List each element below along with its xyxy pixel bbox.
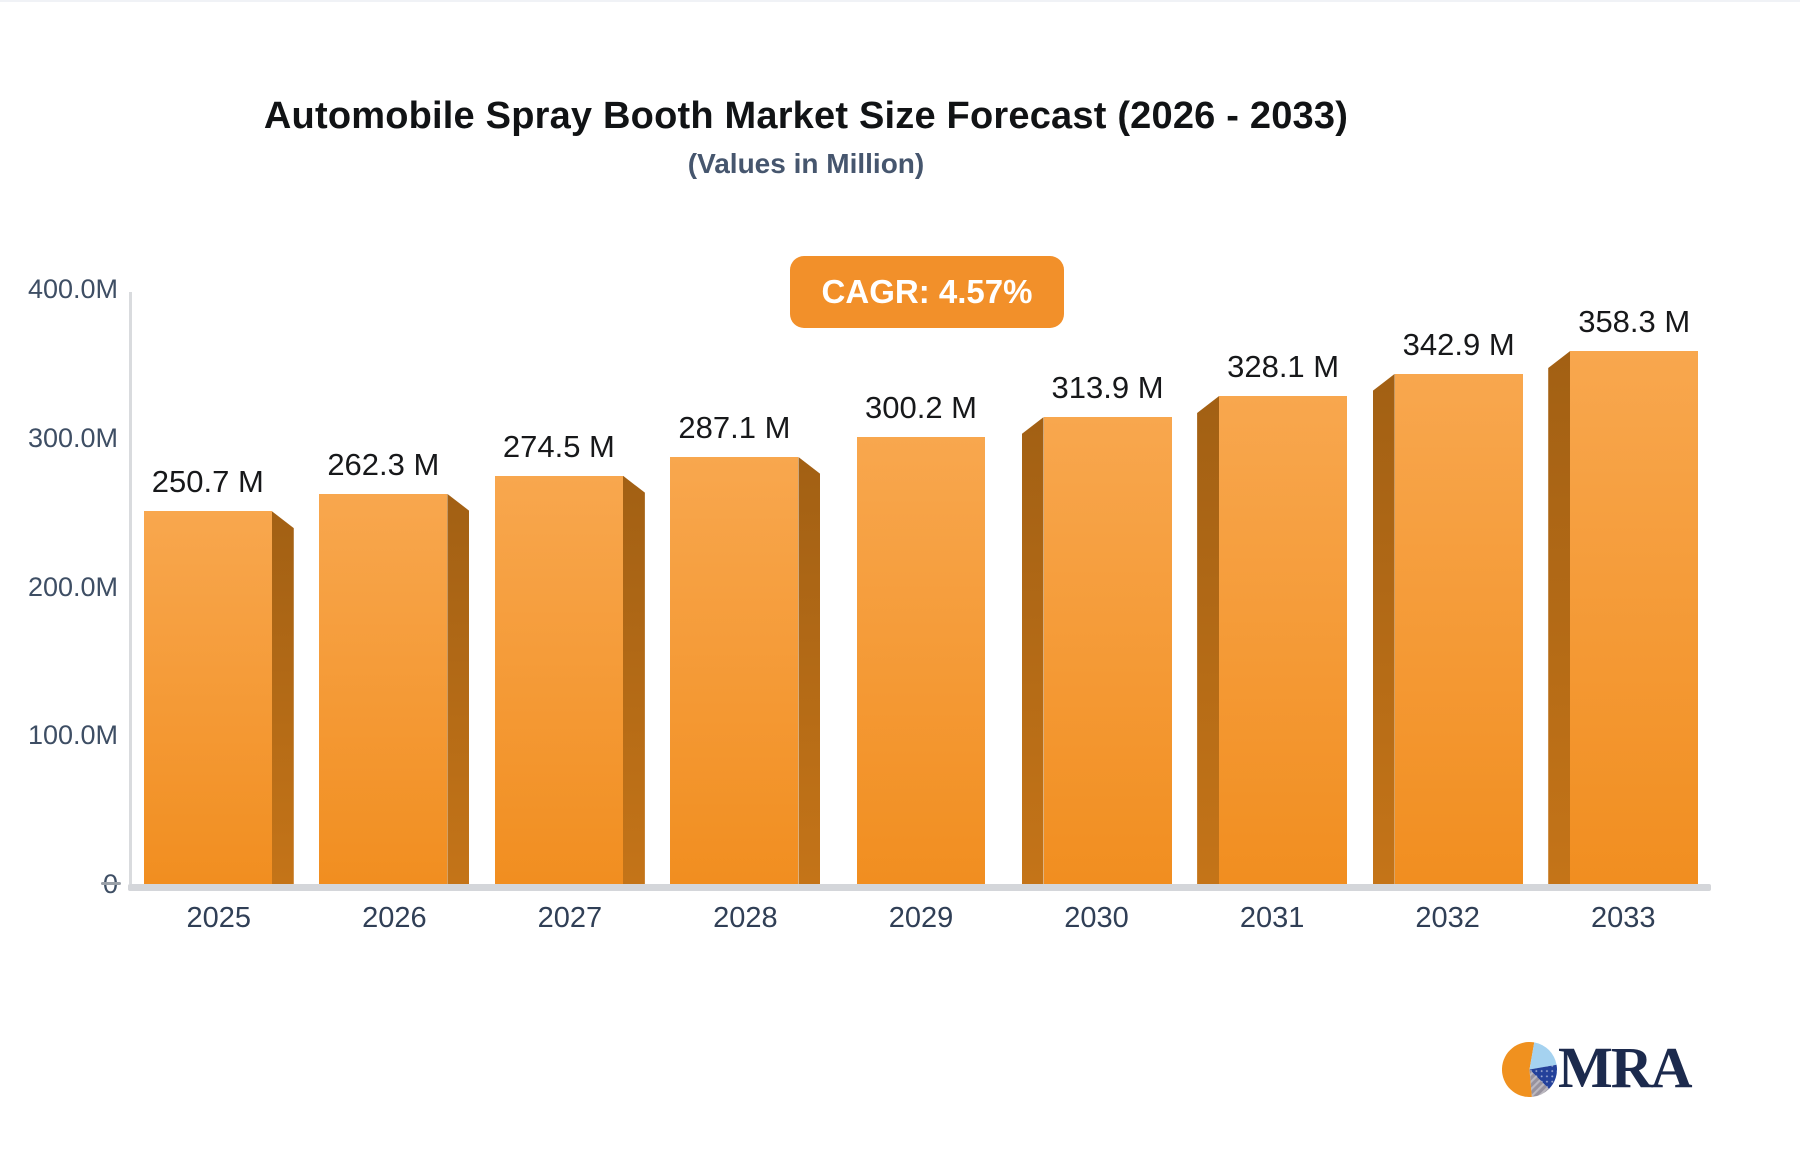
bar-2025[interactable] xyxy=(143,511,272,884)
bar-2031-side-face xyxy=(1197,395,1220,884)
bar-2026-side-face xyxy=(447,493,470,884)
bar-value-label-2030: 313.9 M xyxy=(1051,370,1164,406)
zero-tick-mark xyxy=(101,882,121,885)
logo-pie-slice-navy-dots xyxy=(1529,1064,1557,1089)
x-axis-label-2027: 2027 xyxy=(537,902,603,934)
bar-value-label-2031: 328.1 M xyxy=(1227,348,1340,384)
bar-value-label-2028: 287.1 M xyxy=(678,409,791,445)
bar-2026[interactable] xyxy=(319,493,448,884)
bar-2027[interactable] xyxy=(494,475,623,884)
bar-value-label-2033: 358.3 M xyxy=(1578,304,1691,340)
x-axis-label-2030: 2030 xyxy=(1064,902,1129,934)
x-axis-label-2033: 2033 xyxy=(1590,902,1656,934)
bar-2033-side-face xyxy=(1548,351,1571,884)
bar-2030-side-face xyxy=(1021,417,1044,884)
logo-pie-slice-orange xyxy=(1502,1042,1535,1097)
bar-2032[interactable] xyxy=(1394,373,1523,884)
bar-2028-side-face xyxy=(798,456,821,884)
logo-text: MRA xyxy=(1558,1035,1693,1100)
cagr-badge: CAGR: 4.57% xyxy=(790,256,1064,328)
bar-2029[interactable] xyxy=(857,437,985,884)
y-axis-tick-label: 400.0M xyxy=(27,274,118,304)
bar-2027-side-face xyxy=(622,475,645,884)
bar-2030[interactable] xyxy=(1043,417,1172,884)
bar-2032-side-face xyxy=(1372,373,1395,884)
chart-title: Automobile Spray Booth Market Size Forec… xyxy=(263,95,1349,137)
x-axis-baseline xyxy=(128,884,1711,891)
x-axis-label-2026: 2026 xyxy=(362,902,427,934)
bar-value-label-2027: 274.5 M xyxy=(502,428,615,464)
x-axis-label-2032: 2032 xyxy=(1415,902,1480,934)
pie-chart-logo-icon xyxy=(1502,1042,1557,1097)
logo-pie-slice-lightblue xyxy=(1529,1042,1557,1070)
x-axis-label-2025: 2025 xyxy=(186,902,252,934)
x-axis-label-2028: 2028 xyxy=(713,902,778,934)
y-axis-tick-label: 200.0M xyxy=(27,571,118,602)
bar-2031[interactable] xyxy=(1219,395,1348,884)
top-border-line xyxy=(0,0,1800,2)
bar-value-label-2032: 342.9 M xyxy=(1402,326,1515,362)
bar-2028[interactable] xyxy=(670,456,799,884)
bar-value-label-2029: 300.2 M xyxy=(864,390,977,426)
logo-pie-slice-gray-hatch xyxy=(1529,1069,1549,1097)
bar-2025-side-face xyxy=(271,511,294,884)
bar-2033[interactable] xyxy=(1570,351,1699,884)
chart-subtitle: (Values in Million) xyxy=(687,148,925,179)
bar-value-label-2026: 262.3 M xyxy=(327,446,440,482)
y-axis-line xyxy=(129,292,132,884)
x-axis-label-2031: 2031 xyxy=(1239,902,1305,934)
y-axis-tick-label: 300.0M xyxy=(27,422,118,453)
x-axis-label-2029: 2029 xyxy=(888,902,954,934)
y-axis-tick-label: 100.0M xyxy=(27,720,118,751)
bar-value-label-2025: 250.7 M xyxy=(151,464,264,500)
